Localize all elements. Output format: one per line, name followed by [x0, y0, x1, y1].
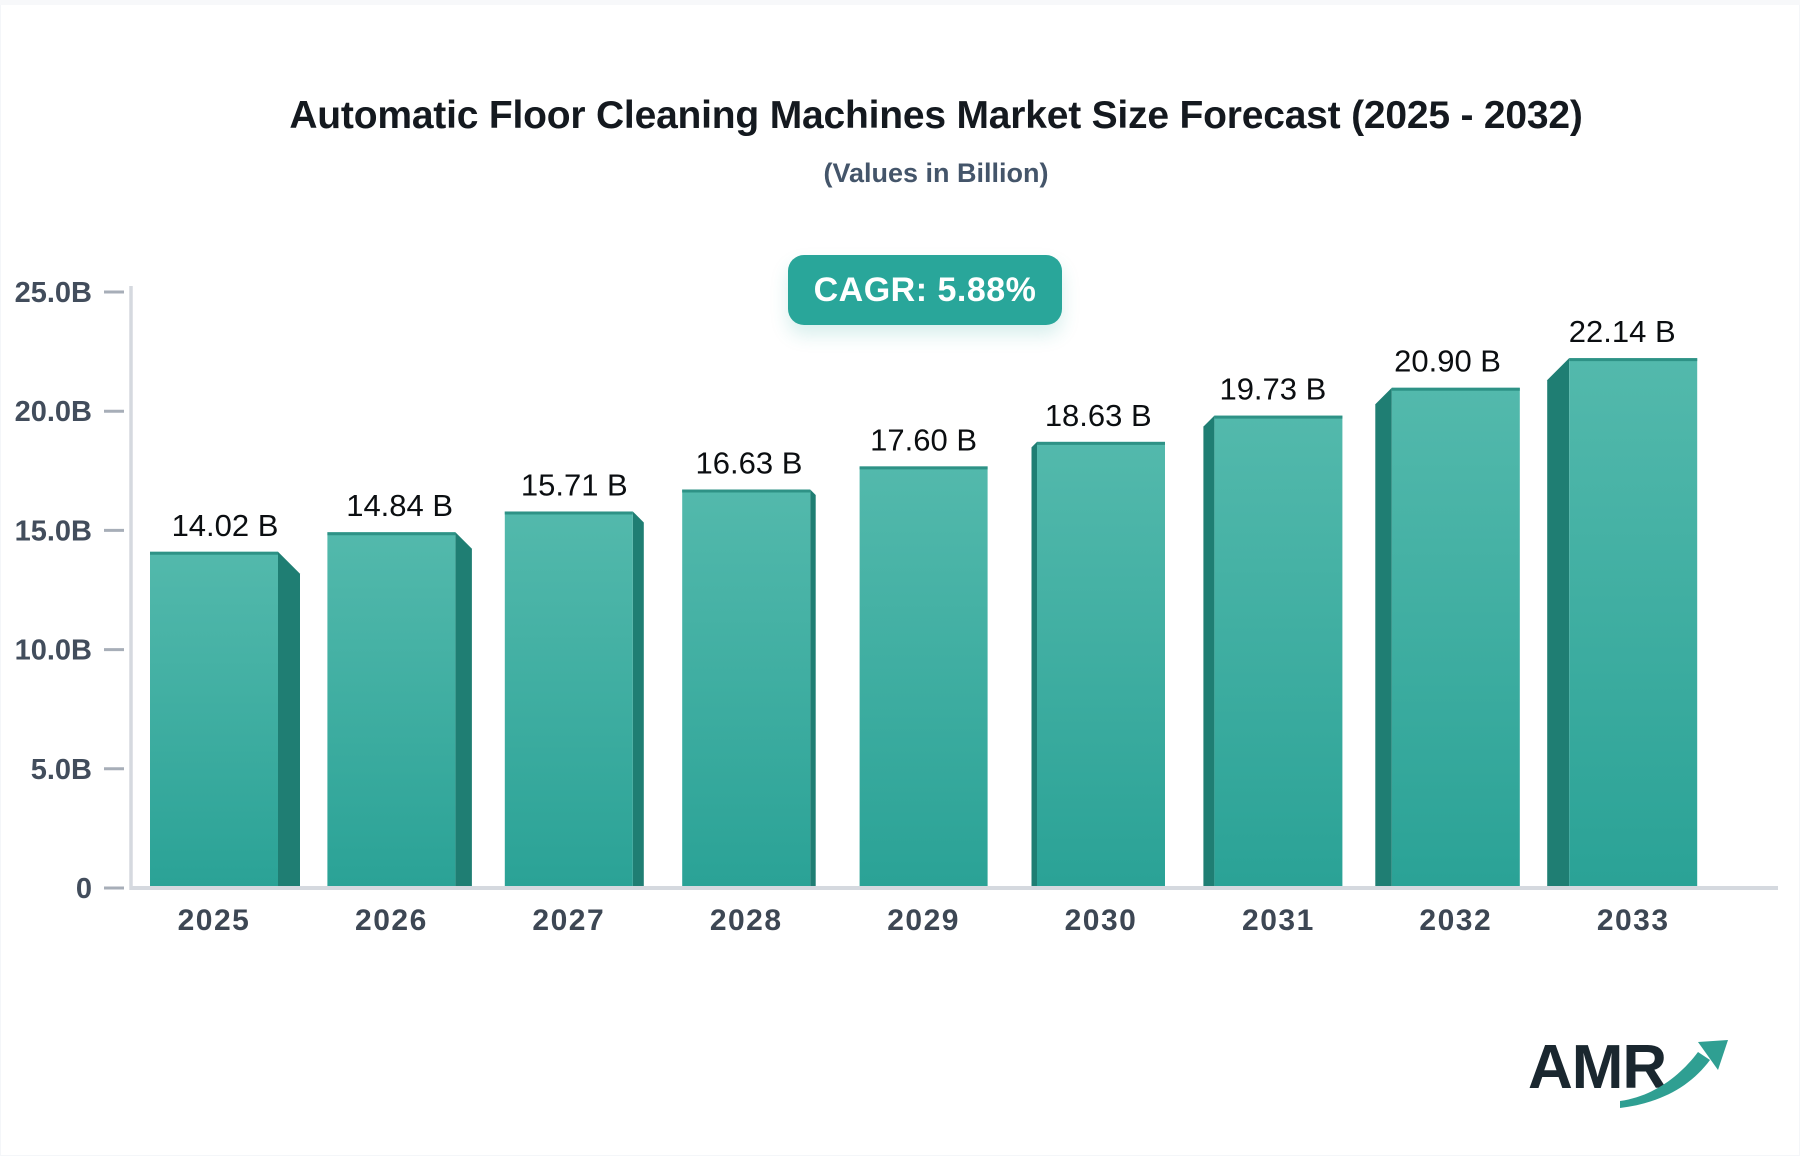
bar-value-label-2028: 16.63 B [696, 446, 803, 481]
bar-2027 [504, 511, 633, 889]
y-axis-label-4: 5.0B [31, 754, 92, 786]
y-axis-label-3: 10.0B [15, 635, 92, 667]
bar-value-label-2029: 17.60 B [870, 422, 977, 457]
amr-logo-text: AMR [1528, 1033, 1667, 1102]
bar-2028 [682, 489, 811, 889]
bar-2025 [150, 551, 278, 889]
bar-side-2026 [455, 532, 472, 889]
growth-arrow-icon [1620, 1040, 1728, 1108]
y-axis-label-1: 20.0B [15, 396, 92, 428]
x-axis-label-2025: 2025 [178, 904, 251, 937]
bar-side-2031 [1203, 415, 1215, 889]
cagr-badge: CAGR: 5.88% [788, 255, 1062, 325]
bar-side-2025 [278, 551, 300, 889]
bar-value-label-2026: 14.84 B [346, 488, 453, 523]
bar-2026 [327, 532, 456, 889]
x-axis-label-2027: 2027 [532, 904, 605, 937]
bar-value-label-2030: 18.63 B [1045, 398, 1152, 433]
y-axis-label-2: 15.0B [15, 515, 92, 547]
bar-value-label-2032: 20.90 B [1394, 344, 1501, 379]
x-axis-label-2033: 2033 [1597, 904, 1670, 937]
bar-value-label-2025: 14.02 B [172, 508, 279, 543]
bar-side-2033 [1547, 358, 1570, 890]
bar-2033 [1569, 358, 1698, 890]
x-axis-label-2032: 2032 [1419, 904, 1492, 937]
bar-2032 [1391, 387, 1520, 889]
x-axis-label-2030: 2030 [1065, 904, 1138, 937]
bar-value-label-2033: 22.14 B [1569, 314, 1676, 349]
amr-logo: AMR [1528, 1032, 1748, 1122]
bar-2029 [859, 466, 988, 889]
x-axis-label-2026: 2026 [355, 904, 428, 937]
bar-value-label-2027: 15.71 B [521, 467, 628, 502]
bar-side-2028 [810, 489, 816, 889]
bar-2030 [1037, 441, 1165, 889]
y-axis-label-0: 25.0B [15, 277, 92, 309]
bar-side-2030 [1031, 441, 1037, 889]
x-axis-label-2028: 2028 [710, 904, 783, 937]
x-axis-label-2029: 2029 [887, 904, 960, 937]
bar-side-2032 [1375, 387, 1392, 889]
bar-2031 [1214, 415, 1343, 889]
y-axis-label-5: 0 [76, 873, 92, 905]
cagr-badge-label: CAGR: 5.88% [813, 270, 1037, 309]
bar-side-2027 [632, 511, 644, 889]
page-subtitle: (Values in Billion) [823, 158, 1049, 188]
page-title: Automatic Floor Cleaning Machines Market… [289, 94, 1583, 137]
bar-value-label-2031: 19.73 B [1219, 372, 1326, 407]
x-axis-label-2031: 2031 [1242, 904, 1315, 937]
top-frame-strip [0, 0, 1800, 5]
